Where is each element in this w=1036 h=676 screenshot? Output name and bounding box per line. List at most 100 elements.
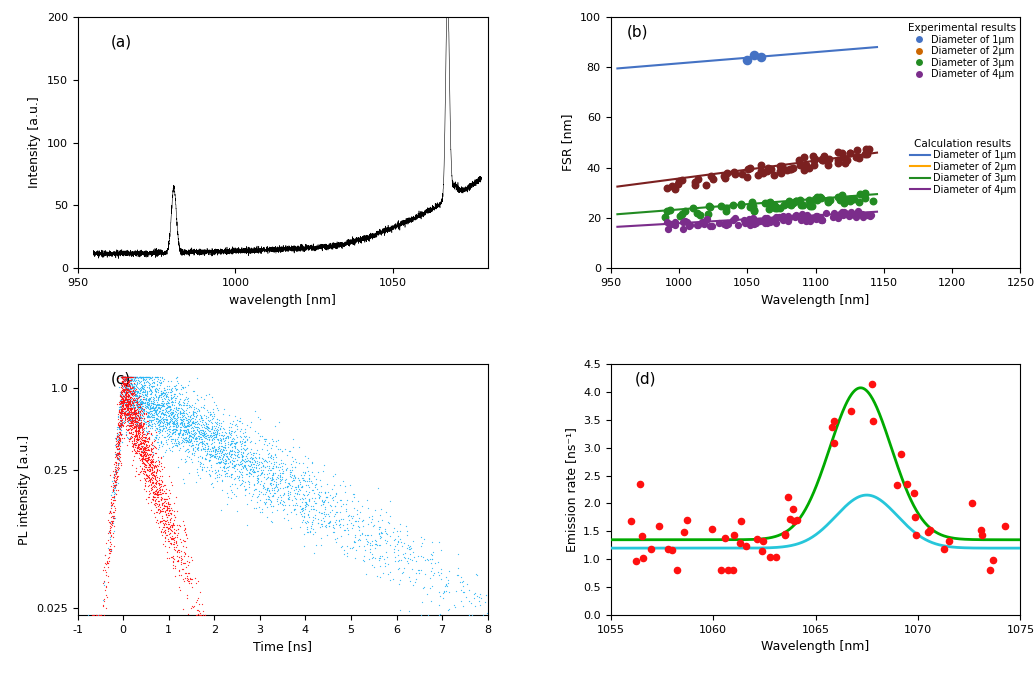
Point	[100, 556, 117, 566]
Point	[155, 396, 172, 407]
Point	[120, 372, 137, 383]
Point	[138, 460, 154, 470]
Point	[126, 405, 143, 416]
Point	[159, 397, 175, 408]
Point	[136, 413, 152, 424]
Point	[293, 504, 310, 514]
Point	[159, 420, 175, 431]
Point	[182, 573, 199, 584]
Point	[132, 402, 148, 413]
Point	[181, 573, 198, 584]
Point	[120, 400, 137, 411]
Point	[135, 391, 151, 402]
Point	[824, 422, 840, 433]
Point	[185, 421, 202, 432]
Point	[161, 410, 177, 420]
Point	[776, 200, 793, 211]
Point	[118, 389, 135, 400]
Point	[171, 533, 188, 544]
Point	[148, 514, 165, 525]
Point	[152, 385, 169, 396]
Point	[339, 518, 355, 529]
Point	[100, 527, 117, 537]
Point	[224, 418, 240, 429]
Point	[117, 410, 134, 420]
Point	[172, 418, 189, 429]
Point	[120, 399, 137, 410]
Point	[202, 429, 219, 440]
Point	[190, 470, 206, 481]
Point	[115, 397, 132, 408]
Point	[117, 408, 134, 418]
Point	[127, 433, 144, 444]
Point	[125, 372, 142, 383]
Point	[149, 485, 166, 496]
Point	[223, 444, 239, 455]
Point	[135, 389, 151, 400]
Point	[246, 454, 262, 465]
Point	[453, 585, 469, 596]
Point	[118, 390, 135, 401]
Point	[138, 421, 154, 432]
Point	[204, 481, 221, 492]
Point	[217, 471, 233, 482]
Point	[116, 408, 133, 418]
Point	[316, 516, 333, 527]
Point	[168, 535, 184, 546]
Point	[266, 468, 283, 479]
Point	[111, 443, 127, 454]
Point	[155, 462, 172, 473]
Point	[413, 537, 430, 548]
Point	[117, 390, 134, 401]
Point	[228, 438, 244, 449]
Point	[163, 406, 179, 417]
Point	[109, 450, 125, 461]
Point	[142, 384, 159, 395]
Point	[288, 493, 305, 504]
Point	[124, 386, 141, 397]
Point	[250, 477, 266, 487]
Point	[753, 160, 770, 170]
Point	[144, 398, 161, 409]
Point	[131, 378, 147, 389]
Point	[204, 422, 221, 433]
Point	[130, 416, 146, 427]
Point	[130, 397, 146, 408]
Point	[121, 399, 138, 410]
Point	[215, 460, 232, 471]
Point	[224, 458, 240, 469]
Point	[126, 393, 143, 404]
Point	[152, 470, 169, 481]
Point	[217, 433, 233, 443]
Point	[201, 431, 218, 442]
Point	[404, 564, 421, 575]
Point	[135, 372, 151, 383]
Point	[130, 422, 146, 433]
Point	[237, 485, 254, 496]
Point	[116, 372, 133, 383]
Point	[282, 459, 298, 470]
Point	[214, 427, 231, 438]
Point	[153, 400, 170, 411]
Point	[307, 512, 323, 523]
Point	[152, 489, 169, 500]
Point	[226, 439, 242, 450]
Point	[163, 523, 179, 534]
Point	[119, 372, 136, 383]
Point	[147, 460, 164, 471]
Point	[131, 375, 147, 386]
Point	[154, 408, 171, 419]
Point	[213, 437, 230, 448]
Point	[111, 429, 127, 440]
Point	[116, 404, 133, 414]
Point	[134, 464, 150, 475]
Point	[268, 496, 285, 507]
Point	[170, 520, 186, 531]
Point	[192, 416, 208, 427]
Point	[659, 183, 675, 193]
Point	[119, 372, 136, 383]
Point	[284, 480, 300, 491]
Point	[118, 400, 135, 411]
Point	[120, 427, 137, 437]
Point	[143, 442, 160, 453]
